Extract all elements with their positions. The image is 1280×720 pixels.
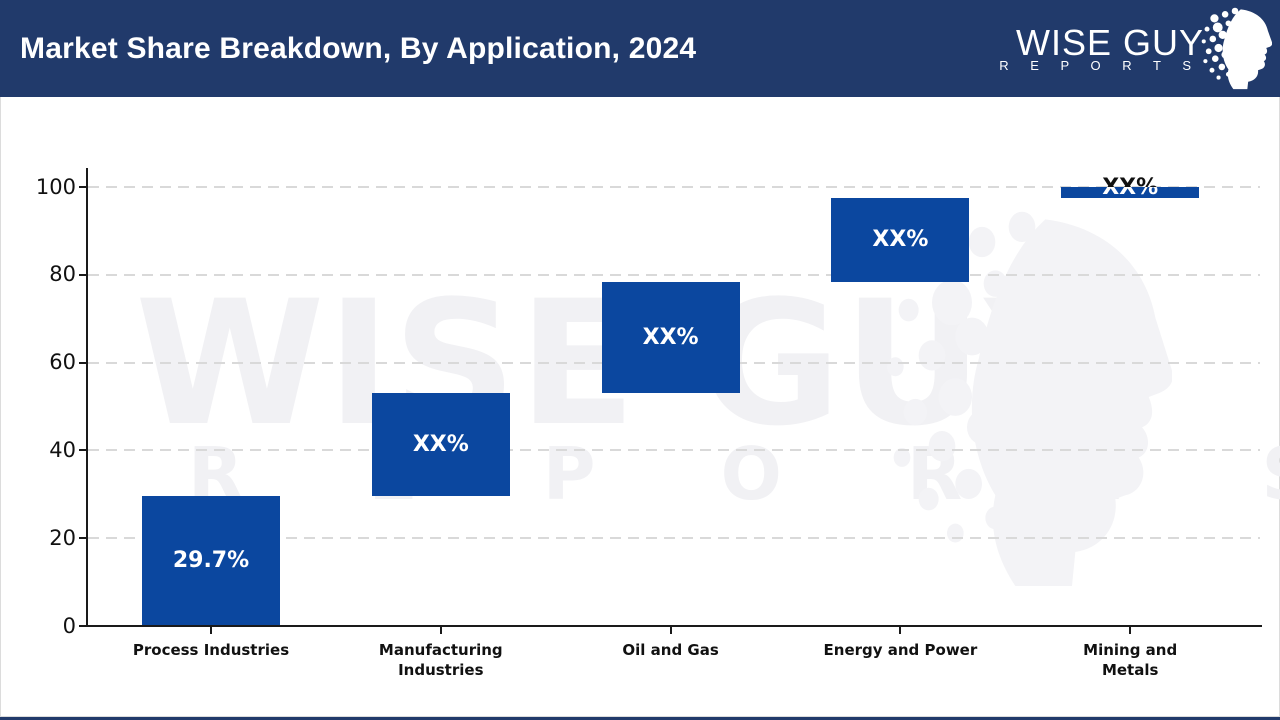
logo-wordmark: WISE GUY	[1015, 22, 1204, 63]
bar-segment	[601, 281, 740, 393]
bar-value-label: XX%	[642, 324, 699, 350]
bar-value-label-part: XX%	[1102, 174, 1159, 200]
x-category-label: Energy and Power	[823, 641, 978, 659]
logo-subtitle: R E P O R T S	[999, 58, 1200, 73]
y-tick-label: 60	[49, 350, 76, 375]
gridline	[88, 537, 1260, 540]
y-tick	[79, 449, 86, 452]
bar-value-label: XX%	[872, 227, 929, 253]
y-tick	[79, 537, 86, 540]
x-tick	[439, 627, 442, 634]
x-category-label: Manufacturing Industries	[378, 641, 503, 679]
x-category-label: Oil and Gas	[622, 641, 719, 659]
chart-title: Market Share Breakdown, By Application, …	[20, 31, 697, 65]
x-tick	[899, 627, 902, 634]
bar-segment	[831, 197, 970, 282]
y-tick	[79, 361, 86, 364]
gridline	[88, 449, 1260, 452]
y-tick-label: 100	[35, 174, 76, 199]
gridline	[88, 273, 1260, 276]
bar-value-label: 29.7%	[172, 548, 250, 574]
x-tick	[1129, 627, 1132, 634]
footer-accent-strip	[0, 717, 1280, 720]
x-axis-line	[86, 625, 1262, 627]
y-tick	[79, 186, 86, 188]
gridline	[88, 186, 1260, 188]
y-tick-label: 0	[62, 613, 76, 638]
y-tick	[79, 273, 86, 276]
y-tick-label: 20	[49, 525, 76, 550]
x-category-label: Mining and Metals	[1083, 641, 1178, 679]
bar-segment	[371, 392, 510, 496]
x-category-label: Process Industries	[132, 641, 290, 659]
y-axis-line	[86, 168, 88, 627]
bar-segment	[142, 495, 280, 626]
y-tick	[79, 625, 86, 627]
wise-guy-logo: WISE GUY R E P O R T S	[999, 0, 1272, 97]
y-tick-label: 80	[49, 262, 76, 287]
x-tick	[669, 627, 672, 634]
bar-value-label: XX% XX%	[1061, 174, 1199, 200]
bar-segment	[1061, 187, 1200, 198]
header-bar: Market Share Breakdown, By Application, …	[0, 0, 1280, 97]
y-tick-label: 40	[49, 437, 76, 462]
x-tick	[210, 627, 212, 634]
dotted-face-profile-icon	[1201, 7, 1272, 90]
bar-value-label: XX%	[412, 431, 469, 457]
bar-value-label-part: XX%	[1102, 174, 1159, 200]
